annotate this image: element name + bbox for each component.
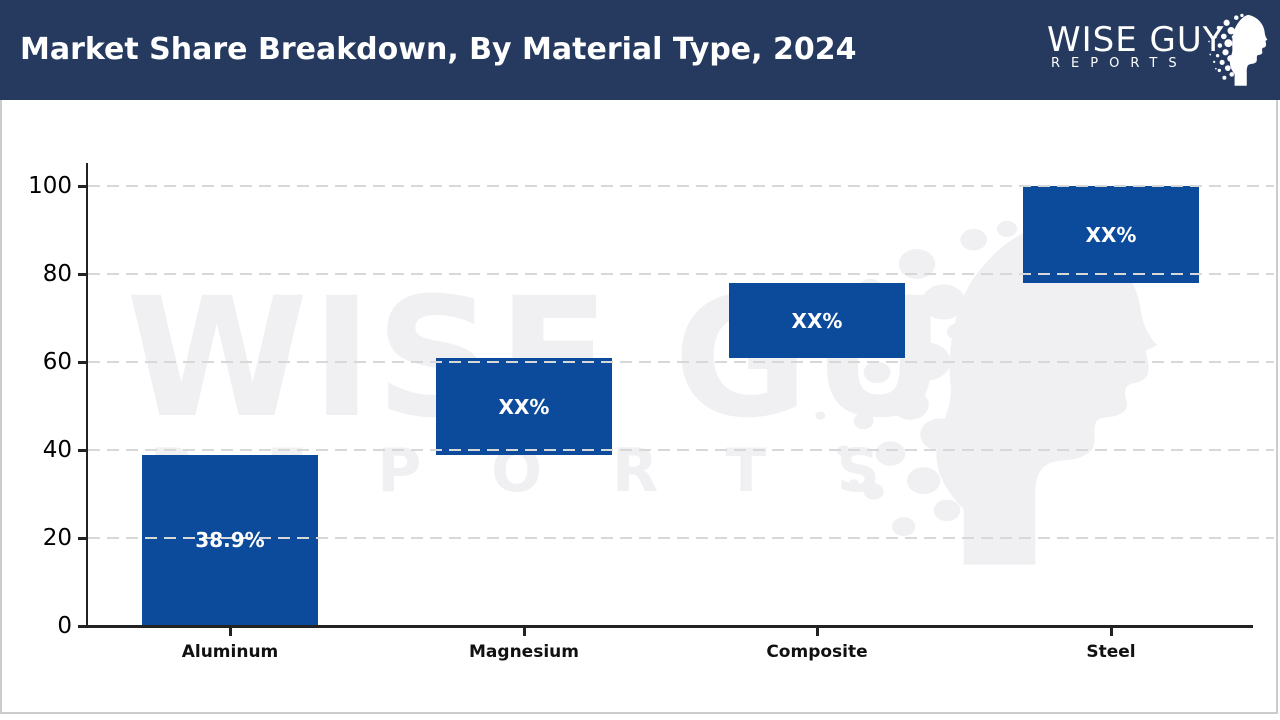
x-tick-label-aluminum: Aluminum — [181, 642, 279, 662]
y-tick-label-40: 40 — [42, 437, 72, 463]
logo-subtext: REPORTS — [1051, 56, 1188, 71]
bar-magnesium — [436, 358, 612, 455]
y-tick-label-60: 60 — [42, 349, 72, 375]
y-tick-label-100: 100 — [28, 173, 72, 199]
y-tick-60 — [78, 361, 86, 364]
gridline-40 — [88, 449, 1274, 451]
x-axis-line — [86, 625, 1253, 628]
gridline-80 — [88, 273, 1274, 275]
y-tick-label-80: 80 — [42, 261, 72, 287]
bar-value-label-steel: XX% — [1085, 222, 1137, 247]
bar-value-label-magnesium: XX% — [498, 394, 550, 419]
gridline-100 — [88, 185, 1274, 187]
header-bar: Market Share Breakdown, By Material Type… — [0, 0, 1280, 100]
gridline-20 — [88, 537, 1274, 539]
bar-value-label-composite: XX% — [791, 308, 843, 333]
y-tick-label-0: 0 — [57, 613, 72, 639]
x-tick-label-magnesium: Magnesium — [469, 642, 579, 662]
y-axis-line — [86, 163, 88, 628]
y-tick-label-20: 20 — [42, 525, 72, 551]
gridline-60 — [88, 361, 1274, 363]
bar-value-label-aluminum: 38.9% — [195, 528, 265, 553]
y-tick-80 — [78, 273, 86, 276]
x-tick-label-steel: Steel — [1086, 642, 1136, 662]
page-title: Market Share Breakdown, By Material Type… — [20, 32, 857, 67]
x-tick-magnesium — [523, 628, 526, 636]
y-tick-20 — [78, 537, 86, 540]
y-tick-100 — [78, 185, 86, 188]
x-tick-label-composite: Composite — [766, 642, 868, 662]
bar-aluminum — [142, 454, 318, 626]
logo-wordmark: WISE GUY — [1047, 20, 1225, 60]
x-tick-steel — [1110, 628, 1113, 636]
x-tick-aluminum — [229, 628, 232, 636]
y-tick-40 — [78, 449, 86, 452]
logo-head-icon — [1208, 13, 1268, 86]
y-tick-0 — [78, 625, 86, 628]
x-tick-composite — [816, 628, 819, 636]
